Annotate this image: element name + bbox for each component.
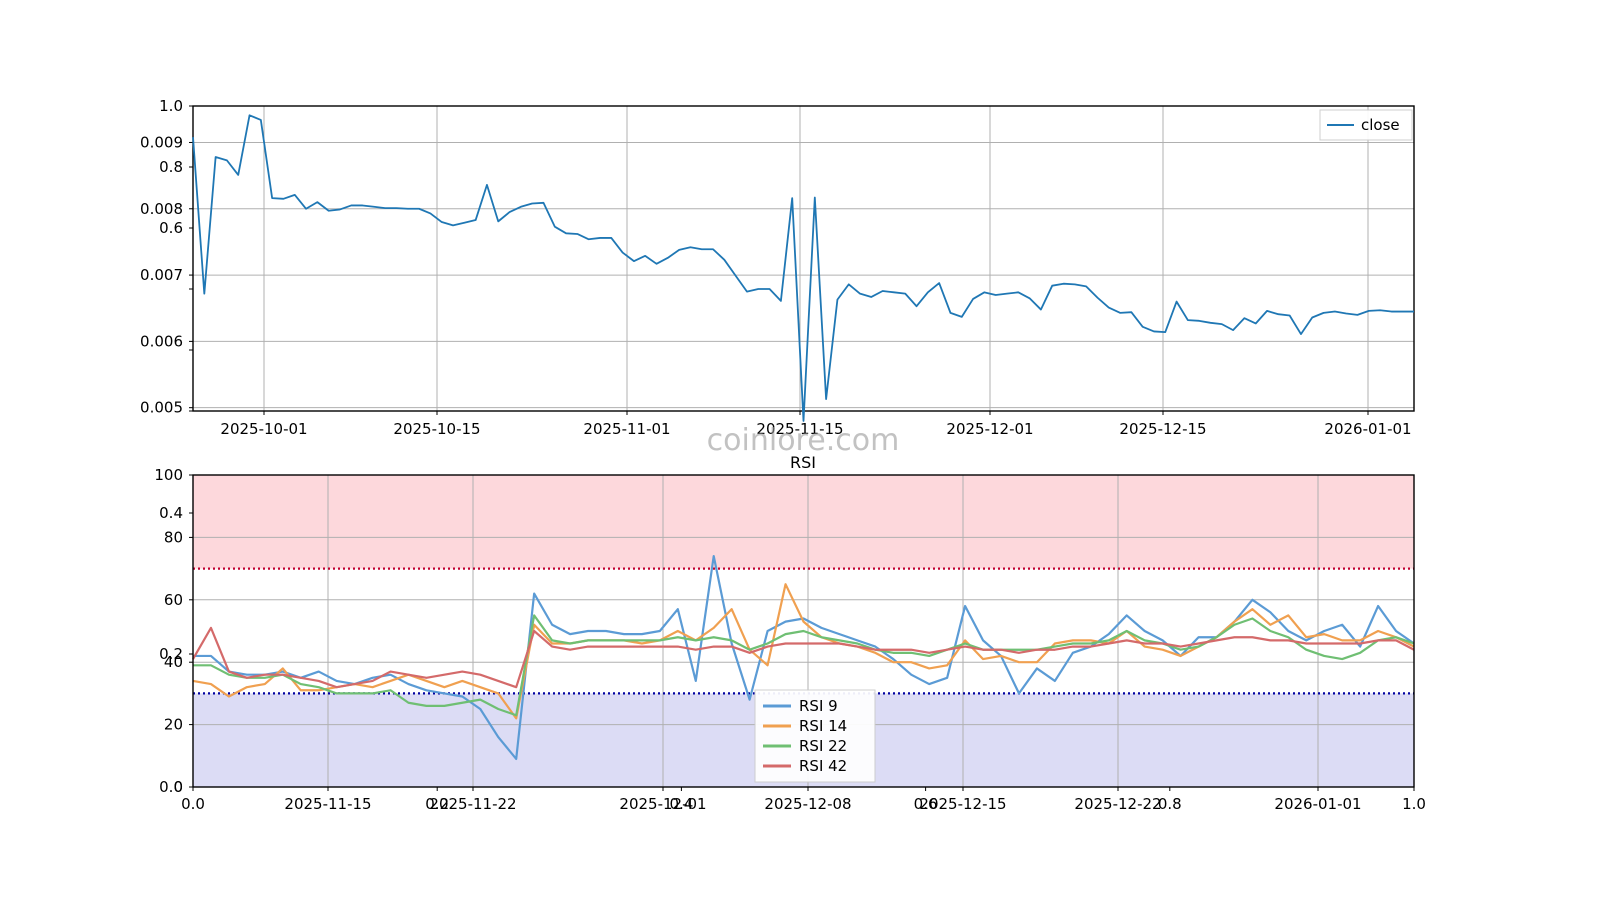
rsi-legend-label-rsi-42: RSI 42 <box>799 757 847 775</box>
price-legend <box>1319 109 1413 141</box>
price-x-tick-label: 2025-12-15 <box>1119 420 1206 438</box>
rsi-legend-label-rsi-22: RSI 22 <box>799 737 847 755</box>
rsi-y-secondary-tick-label: 0.0 <box>159 778 183 796</box>
price-x-tick-label: 2025-11-15 <box>756 420 843 438</box>
rsi-x-secondary-tick-label: 0.8 <box>1158 795 1182 813</box>
price-y-tick-label: 0.009 <box>140 133 183 151</box>
price-y-tick-label: 0.006 <box>140 332 183 350</box>
price-x-tick-label: 2025-10-15 <box>393 420 480 438</box>
rsi-axes-frame <box>192 474 1415 788</box>
price-y-tick-label: 0.007 <box>140 266 183 284</box>
rsi-x-tick-label: 2025-12-08 <box>764 795 851 813</box>
rsi-x-tick-label: 2026-01-01 <box>1274 795 1361 813</box>
rsi-x-secondary-tick-label: 0.2 <box>425 795 449 813</box>
rsi-legend-label-rsi-14: RSI 14 <box>799 717 847 735</box>
price-axes-frame <box>192 105 1415 412</box>
rsi-legend-label-rsi-9: RSI 9 <box>799 697 838 715</box>
rsi-y-tick-label: 80 <box>164 528 183 546</box>
rsi-x-tick-label: 2025-12-22 <box>1074 795 1161 813</box>
rsi-overbought-band <box>193 475 1414 569</box>
rsi-x-secondary-tick-label: 0.0 <box>181 795 205 813</box>
rsi-panel-title: RSI <box>790 453 816 472</box>
rsi-y-tick-label: 100 <box>154 466 183 484</box>
price-x-tick-label: 2026-01-01 <box>1324 420 1411 438</box>
price-y-tick-label: 0.005 <box>140 399 183 417</box>
rsi-x-secondary-tick-label: 0.6 <box>914 795 938 813</box>
rsi-y-secondary-tick-label: 0.2 <box>159 645 183 663</box>
price-y-secondary-tick-label: 0.8 <box>159 158 183 176</box>
rsi-y-tick-label: 0 <box>173 778 183 796</box>
rsi-x-tick-label: 2025-11-15 <box>284 795 371 813</box>
rsi-x-tick-label: 2025-11-22 <box>429 795 516 813</box>
rsi-y-tick-label: 60 <box>164 591 183 609</box>
price-y-secondary-tick-label: 0.6 <box>159 219 183 237</box>
price-x-tick-label: 2025-10-01 <box>220 420 307 438</box>
price-y-secondary-tick-label: 1.0 <box>159 97 183 115</box>
rsi-y-tick-label: 40 <box>164 653 183 671</box>
price-x-tick-label: 2025-12-01 <box>946 420 1033 438</box>
price-line-close <box>192 114 1414 422</box>
rsi-x-tick-label: 2025-12-15 <box>919 795 1006 813</box>
rsi-x-tick-label: 2025-12-01 <box>619 795 706 813</box>
rsi-y-secondary-tick-label: 0.4 <box>159 504 183 522</box>
rsi-line-rsi-42 <box>192 626 1415 689</box>
rsi-y-tick-label: 20 <box>164 716 183 734</box>
rsi-x-secondary-tick-label: 1.0 <box>1402 795 1426 813</box>
price-x-tick-label: 2025-11-01 <box>583 420 670 438</box>
watermark: coinlore.com <box>707 423 900 458</box>
price-y-tick-label: 0.008 <box>140 200 183 218</box>
rsi-x-secondary-tick-label: 0.4 <box>669 795 693 813</box>
price-legend-label-close: close <box>1361 116 1400 134</box>
